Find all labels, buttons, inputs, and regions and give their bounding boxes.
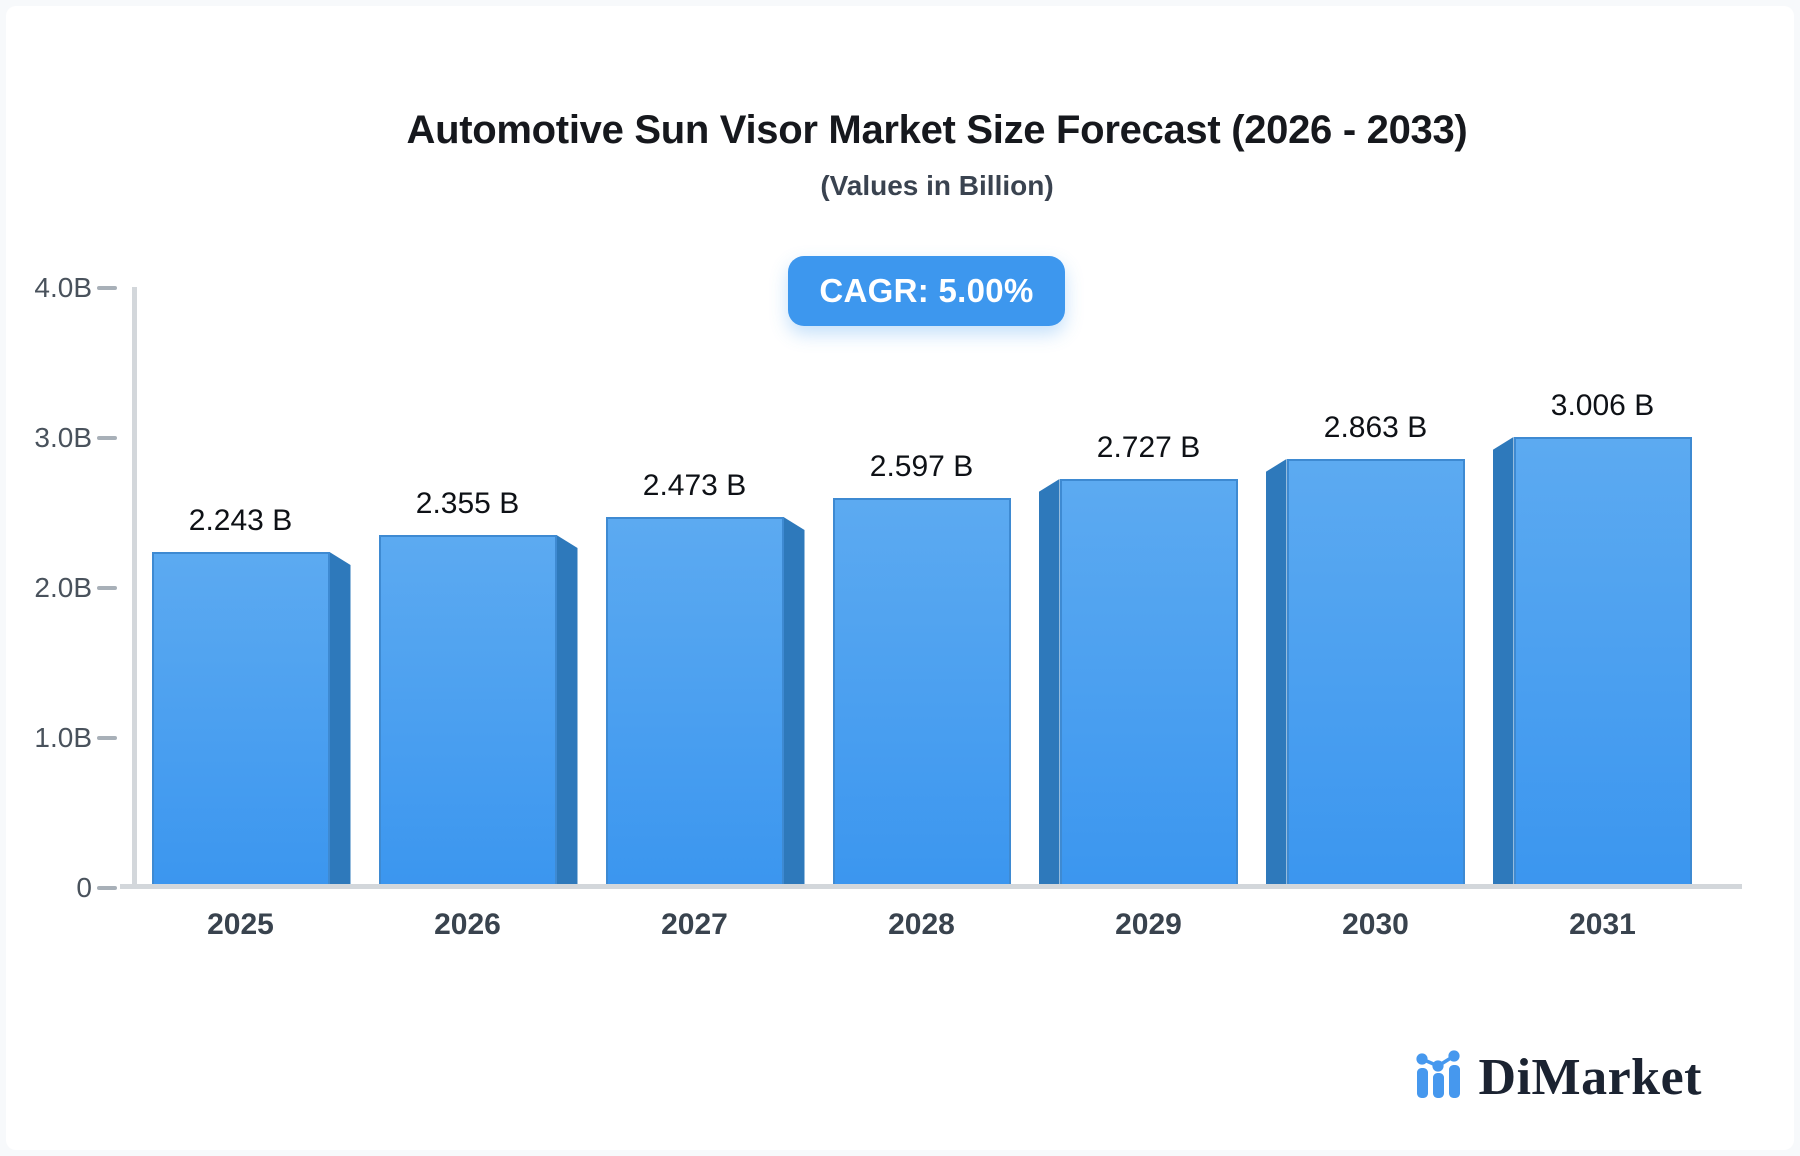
bar-side-face xyxy=(783,517,805,888)
bar-2031 xyxy=(1513,437,1692,888)
cagr-badge-label: CAGR: 5.00% xyxy=(819,272,1034,309)
y-axis-tick-mark xyxy=(97,286,117,290)
y-axis-line xyxy=(132,287,137,889)
y-axis-tick-label: 2.0B xyxy=(34,572,92,603)
bar-2029 xyxy=(1059,479,1238,888)
x-axis-tick-label: 2025 xyxy=(207,908,274,941)
y-axis-tick-mark xyxy=(97,586,117,590)
bar-value-label: 2.597 B xyxy=(869,450,974,483)
y-axis-tick-label: 0 xyxy=(76,872,92,903)
bar-value-label: 2.243 B xyxy=(188,504,293,537)
bar-value-label: 2.863 B xyxy=(1323,411,1428,444)
x-axis-tick-label: 2028 xyxy=(888,908,955,941)
bar-value-label: 2.473 B xyxy=(642,469,747,502)
x-axis-tick-label: 2026 xyxy=(434,908,501,941)
bar-value-label: 2.727 B xyxy=(1096,431,1201,464)
x-axis-tick-label: 2027 xyxy=(661,908,728,941)
chart-subtitle: (Values in Billion) xyxy=(820,170,1054,201)
y-axis-tick-label: 1.0B xyxy=(34,722,92,753)
bar-2027 xyxy=(605,517,784,888)
x-axis-tick-label: 2030 xyxy=(1342,908,1409,941)
y-axis-tick-mark xyxy=(97,736,117,740)
x-axis-tick-label: 2031 xyxy=(1569,908,1636,941)
brand-name: DiMarket xyxy=(1478,1049,1702,1106)
dimarket-logo-icon xyxy=(1415,1050,1460,1098)
x-axis-line xyxy=(120,884,1742,889)
y-axis-tick-label: 3.0B xyxy=(34,422,92,453)
bar-side-face xyxy=(1038,479,1060,888)
bar-value-label: 2.355 B xyxy=(415,487,520,520)
y-axis-tick-mark xyxy=(97,436,117,440)
bar-2028 xyxy=(832,498,1011,888)
cagr-badge: CAGR: 5.00% xyxy=(788,256,1065,326)
bar-2030 xyxy=(1286,459,1465,888)
brand-logo: DiMarket xyxy=(1414,1044,1702,1104)
bar-side-face xyxy=(556,535,578,888)
bar-value-label: 3.006 B xyxy=(1550,389,1655,422)
chart-title: Automotive Sun Visor Market Size Forecas… xyxy=(406,108,1468,152)
y-axis-tick-mark xyxy=(97,886,117,890)
bar-2025 xyxy=(151,552,330,888)
y-axis-tick-label: 4.0B xyxy=(34,272,92,303)
bar-2026 xyxy=(378,535,557,888)
bar-side-face xyxy=(1265,459,1287,888)
x-axis-tick-label: 2029 xyxy=(1115,908,1182,941)
bar-side-face xyxy=(1492,437,1514,888)
bar-side-face xyxy=(329,552,351,888)
